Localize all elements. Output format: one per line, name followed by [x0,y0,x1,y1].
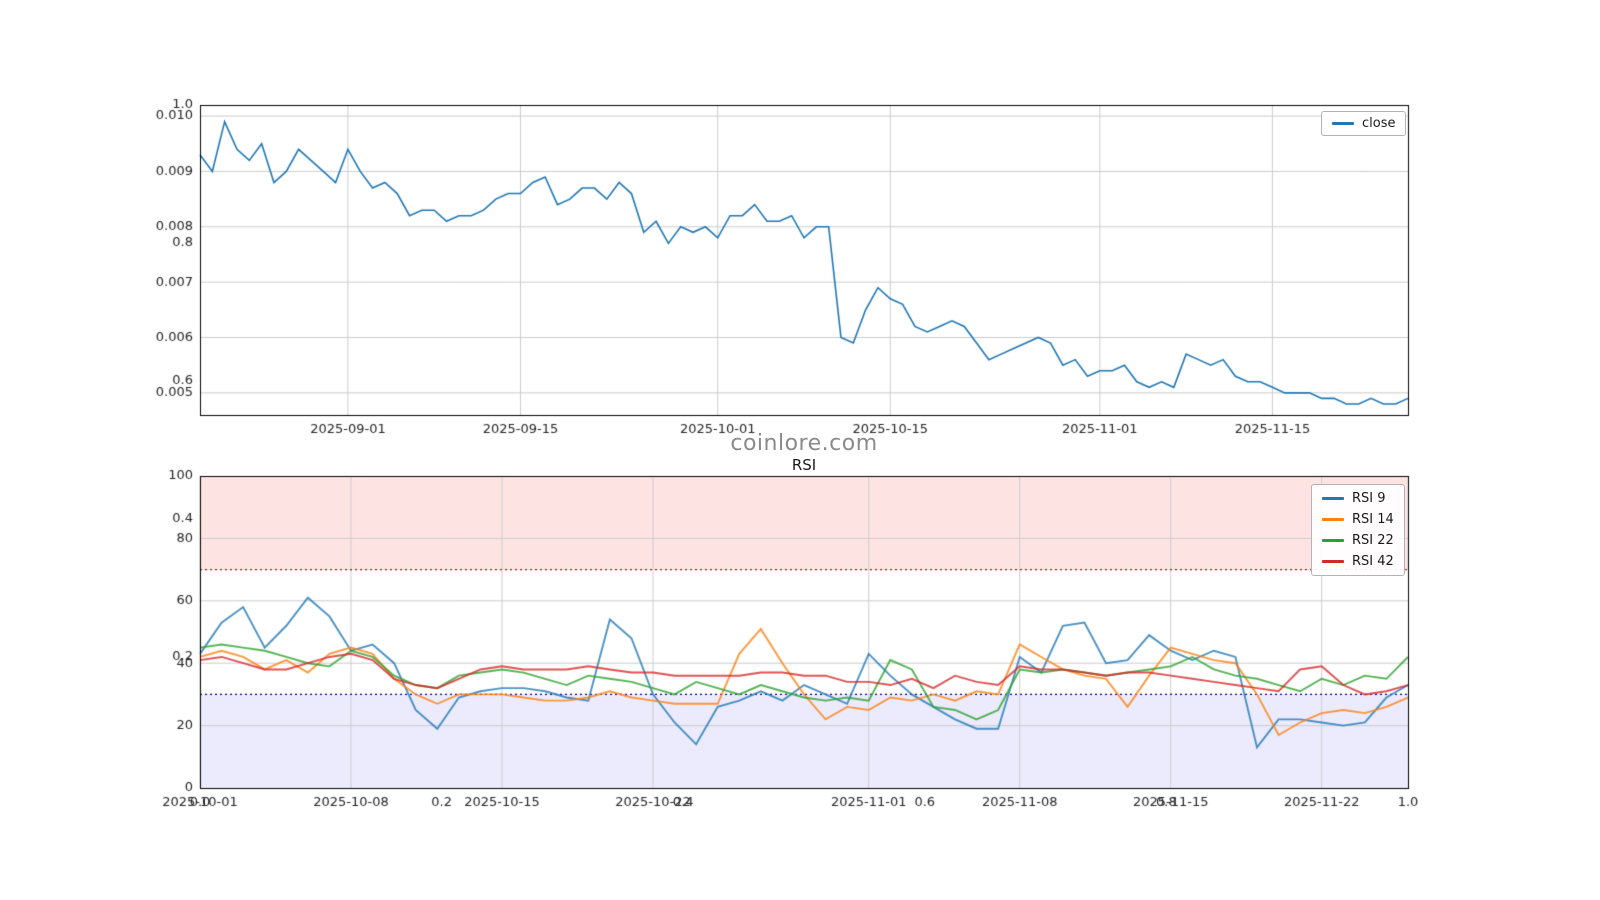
legend-label-rsi-42: RSI 42 [1352,554,1394,569]
watermark-text: coinlore.com [730,431,878,456]
rsi-chart-title: RSI [791,456,817,474]
legend-label-rsi-22: RSI 22 [1352,533,1394,548]
legend-item-rsi-9: RSI 9 [1322,491,1394,506]
legend-item-rsi-42: RSI 42 [1322,554,1394,569]
close-line-swatch [1332,122,1354,125]
rsi-legend: RSI 9 RSI 14 RSI 22 RSI 42 [1311,484,1405,576]
legend-label-rsi-14: RSI 14 [1352,512,1394,527]
rsi-22-line-swatch [1322,539,1344,542]
legend-item-rsi-14: RSI 14 [1322,512,1394,527]
price-legend: close [1321,111,1407,136]
rsi-9-line-swatch [1322,497,1344,500]
rsi-42-line-swatch [1322,560,1344,563]
legend-label-close: close [1362,116,1396,131]
legend-label-rsi-9: RSI 9 [1352,491,1386,506]
legend-item-rsi-22: RSI 22 [1322,533,1394,548]
rsi-14-line-swatch [1322,518,1344,521]
